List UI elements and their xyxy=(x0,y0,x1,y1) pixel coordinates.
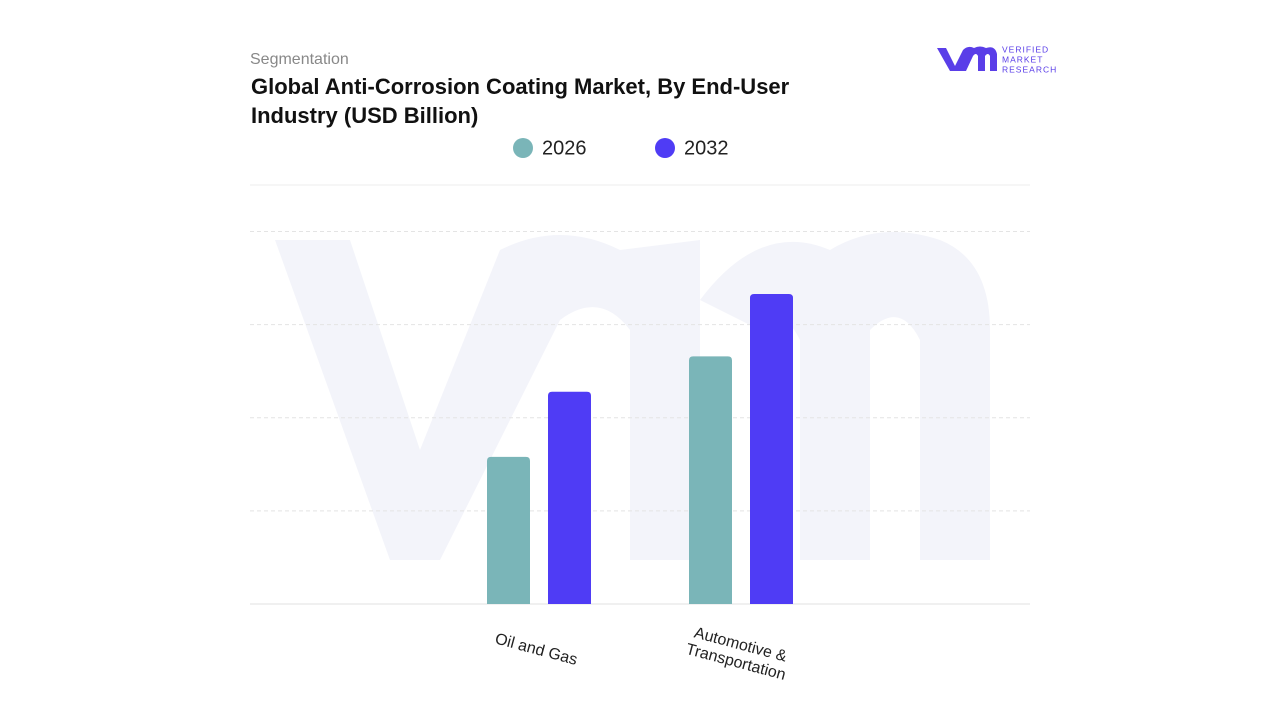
logo-text: MARKET xyxy=(1002,54,1043,64)
legend-label: 2026 xyxy=(542,137,587,159)
logo-text: RESEARCH xyxy=(1002,64,1057,74)
chart-title: Industry (USD Billion) xyxy=(251,103,478,128)
logo-text: VERIFIED xyxy=(1002,44,1049,54)
chart-title: Global Anti-Corrosion Coating Market, By… xyxy=(251,74,790,99)
chart-subtitle: Segmentation xyxy=(250,51,349,68)
legend-swatch xyxy=(513,138,533,158)
legend-swatch xyxy=(655,138,675,158)
bar xyxy=(750,293,793,604)
x-tick-label: Oil and Gas xyxy=(493,631,579,669)
bar xyxy=(689,356,732,604)
logo: VERIFIED MARKET RESEARCH xyxy=(937,44,1057,74)
legend-label: 2032 xyxy=(684,137,729,159)
bar xyxy=(548,391,591,604)
x-tick-label-line: Oil and Gas xyxy=(493,631,579,669)
x-tick-label: Automotive &Transportation xyxy=(684,625,789,684)
bar xyxy=(487,456,530,604)
